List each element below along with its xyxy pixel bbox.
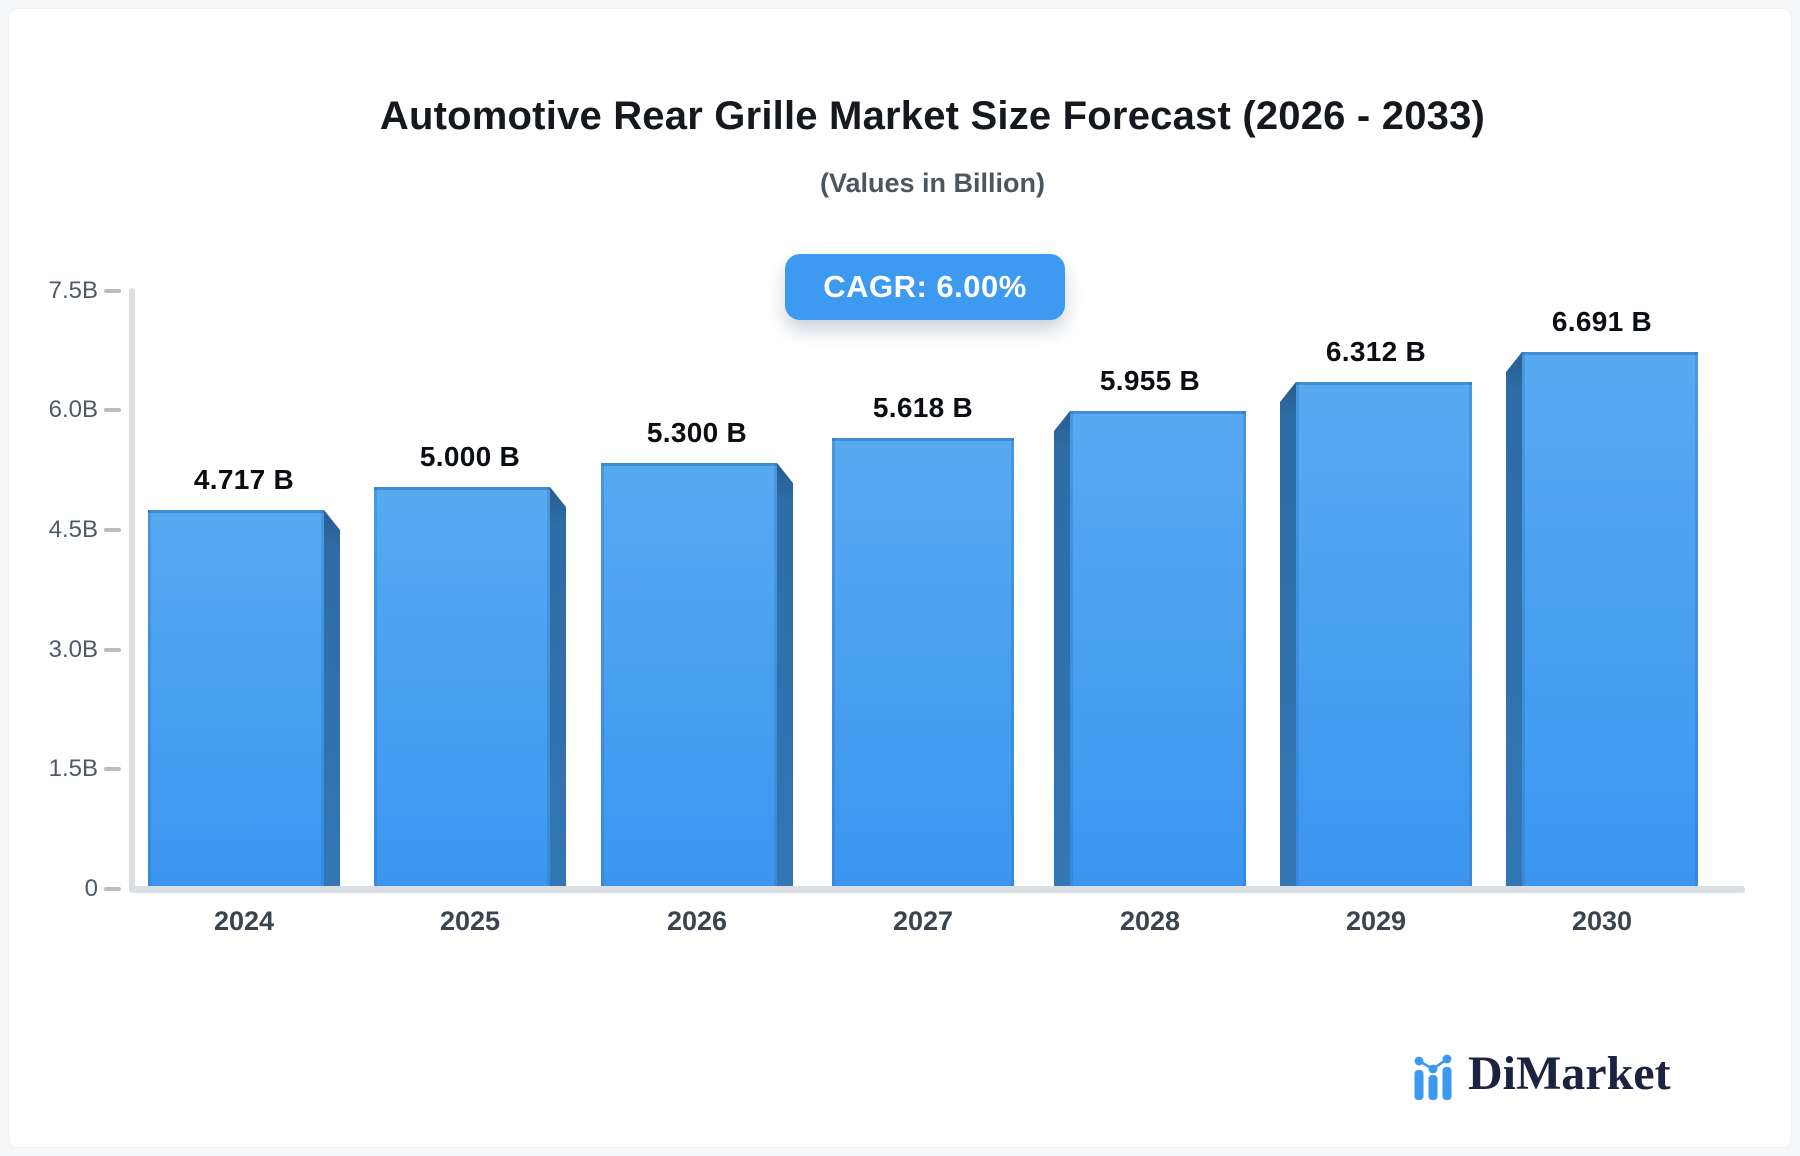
cagr-badge-label: CAGR: 6.00% (823, 269, 1027, 304)
bar-value-label-2029: 6.312 B (1325, 336, 1427, 367)
y-axis-label-7.5B: 7.5B (48, 277, 98, 304)
bar-value-label-2025: 5.000 B (419, 441, 521, 472)
bar-value-label-2027: 5.618 B (872, 392, 974, 423)
bar-value-label-2028: 5.955 B (1099, 365, 1201, 396)
y-axis-label-6.0B: 6.0B (48, 396, 98, 423)
x-axis-label-2024: 2024 (213, 906, 275, 936)
x-axis-label-2025: 2025 (439, 906, 501, 936)
logo-bar-line-chart-icon (1414, 1054, 1452, 1100)
y-axis-tick-7.5B (104, 289, 121, 293)
brand-logo: DiMarket (1412, 1040, 1671, 1100)
x-axis-label-2028: 2028 (1119, 906, 1181, 936)
x-axis-label-2026: 2026 (666, 906, 728, 936)
bar-3d-side-2029 (1280, 382, 1296, 886)
bar-face-2028 (1070, 411, 1246, 886)
bar-2029 (1280, 382, 1472, 886)
x-axis-label-2027: 2027 (892, 906, 954, 936)
cagr-badge: CAGR: 6.00% (785, 254, 1065, 320)
bar-3d-side-2024 (324, 510, 340, 886)
bar-face-2030 (1522, 352, 1698, 886)
bar-2027 (832, 438, 1014, 886)
y-axis-label-0: 0 (84, 875, 98, 902)
bar-3d-side-2030 (1506, 352, 1522, 886)
x-axis-line (129, 886, 1745, 893)
y-axis-line (129, 288, 135, 893)
y-axis-tick-1.5B (104, 767, 121, 771)
y-axis-tick-6.0B (104, 408, 121, 412)
chart-subtitle: (Values in Billion) (819, 168, 1046, 198)
bar-face-2026 (601, 463, 777, 886)
bar-face-2025 (374, 487, 550, 886)
y-axis-label-4.5B: 4.5B (48, 516, 98, 543)
bar-face-2024 (148, 510, 324, 886)
y-axis-tick-3.0B (104, 648, 121, 652)
bar-value-label-2024: 4.717 B (193, 464, 295, 495)
bar-value-label-2030: 6.691 B (1551, 306, 1653, 337)
bar-2025 (374, 487, 566, 886)
y-axis-tick-0 (104, 887, 121, 891)
bar-3d-side-2028 (1054, 411, 1070, 886)
bar-2028 (1054, 411, 1246, 886)
y-axis-label-3.0B: 3.0B (48, 636, 98, 663)
bar-2030 (1506, 352, 1698, 886)
y-axis-tick-4.5B (104, 528, 121, 532)
y-axis-label-1.5B: 1.5B (48, 755, 98, 782)
bar-3d-side-2026 (777, 463, 793, 886)
bar-3d-side-2025 (550, 487, 566, 886)
x-axis-label-2030: 2030 (1571, 906, 1633, 936)
bar-2024 (148, 510, 340, 886)
bar-value-label-2026: 5.300 B (646, 417, 748, 448)
logo-text: DiMarket (1468, 1047, 1671, 1100)
bar-2026 (601, 463, 793, 886)
bar-face-2027 (832, 438, 1014, 886)
x-axis-label-2029: 2029 (1345, 906, 1407, 936)
bar-face-2029 (1296, 382, 1472, 886)
chart-title: Automotive Rear Grille Market Size Forec… (379, 94, 1486, 138)
